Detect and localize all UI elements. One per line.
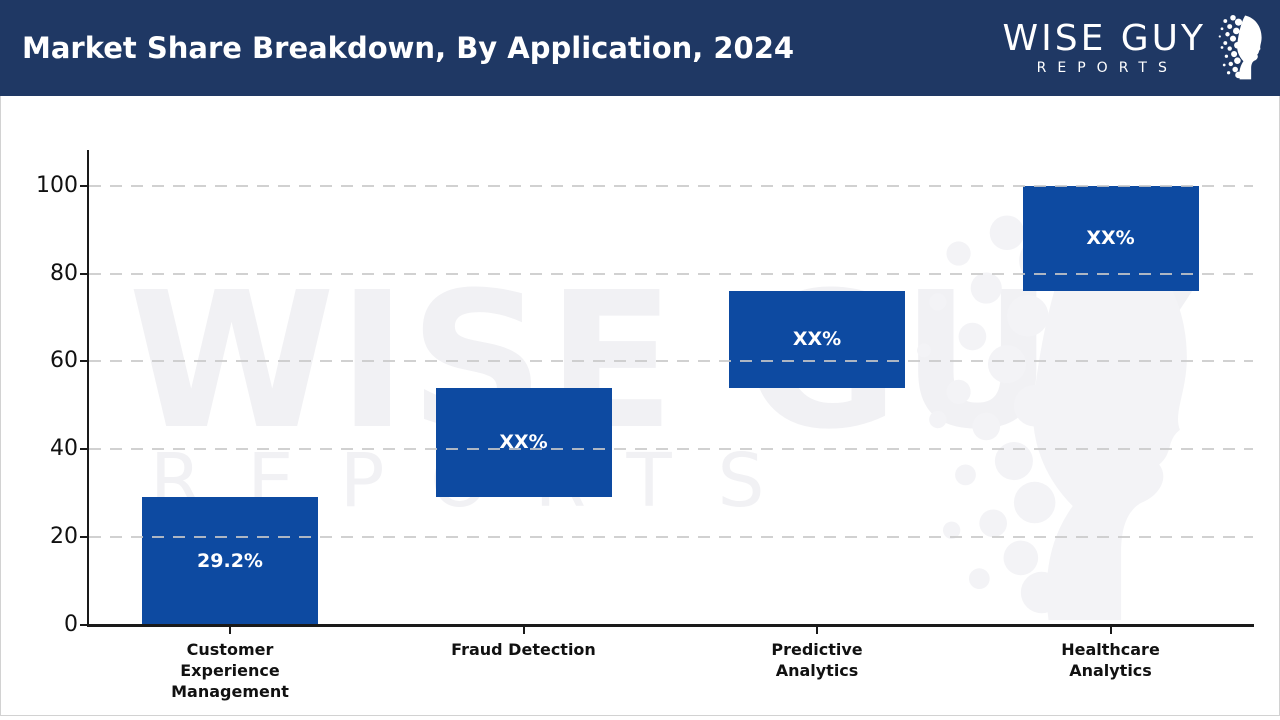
x-tick-mark — [522, 627, 525, 634]
y-tick-mark — [80, 624, 87, 626]
y-tick-label: 20 — [50, 524, 78, 550]
category-label-line: Analytics — [1069, 661, 1152, 680]
category-label-line: Analytics — [775, 661, 859, 680]
gridline — [89, 360, 1253, 363]
category-label-line: Experience — [180, 661, 280, 680]
y-tick-mark — [80, 272, 87, 275]
category-label-line: Management — [171, 682, 289, 701]
y-tick-mark — [80, 536, 87, 539]
gridline — [89, 272, 1253, 275]
brand-face-icon — [1218, 15, 1262, 80]
category-label-line: Healthcare — [1061, 640, 1160, 659]
category-label: Customer Experience Management — [110, 639, 350, 702]
y-tick-label: 80 — [50, 260, 78, 286]
category-label-line: Fraud Detection — [451, 640, 596, 659]
y-axis-line — [87, 150, 89, 627]
y-tick-label: 60 — [50, 348, 78, 374]
brand-name: WISE GUY — [1002, 18, 1206, 59]
brand-logo: WISE GUY REPORTS — [1003, 9, 1267, 87]
gridline — [89, 184, 1253, 187]
gridline — [89, 536, 1253, 539]
gridline — [89, 448, 1253, 451]
x-tick-mark — [816, 627, 818, 634]
bar-segment: XX% — [1022, 185, 1199, 292]
category-label: Fraud Detection — [404, 639, 644, 660]
category-label-line: Customer — [186, 640, 274, 659]
bar-value-label: 29.2% — [197, 549, 263, 572]
bar-segment: XX% — [729, 291, 905, 388]
category-label-line: Predictive — [771, 640, 863, 659]
brand-subtitle: REPORTS — [1036, 60, 1178, 76]
y-tick-mark — [80, 448, 87, 451]
page-title: Market Share Breakdown, By Application, … — [22, 31, 795, 65]
y-tick-mark — [80, 360, 87, 363]
bar-value-label: XX% — [792, 328, 842, 351]
category-label: Healthcare Analytics — [991, 639, 1231, 681]
brand-logo-text: WISE GUY REPORTS — [1002, 18, 1207, 77]
bar-segment: 29.2% — [142, 496, 318, 625]
bar-segment: XX% — [435, 387, 612, 497]
y-tick-mark — [80, 184, 87, 187]
y-tick-label: 100 — [36, 172, 78, 198]
category-label: Predictive Analytics — [697, 639, 937, 681]
header: Market Share Breakdown, By Application, … — [0, 0, 1280, 96]
x-tick-mark — [229, 627, 231, 634]
y-tick-label: 0 — [64, 612, 78, 637]
bar-value-label: XX% — [499, 431, 548, 454]
x-tick-mark — [1109, 627, 1112, 634]
y-tick-label: 40 — [50, 436, 78, 462]
bar-value-label: XX% — [1086, 227, 1135, 250]
x-axis-line — [87, 624, 1254, 627]
